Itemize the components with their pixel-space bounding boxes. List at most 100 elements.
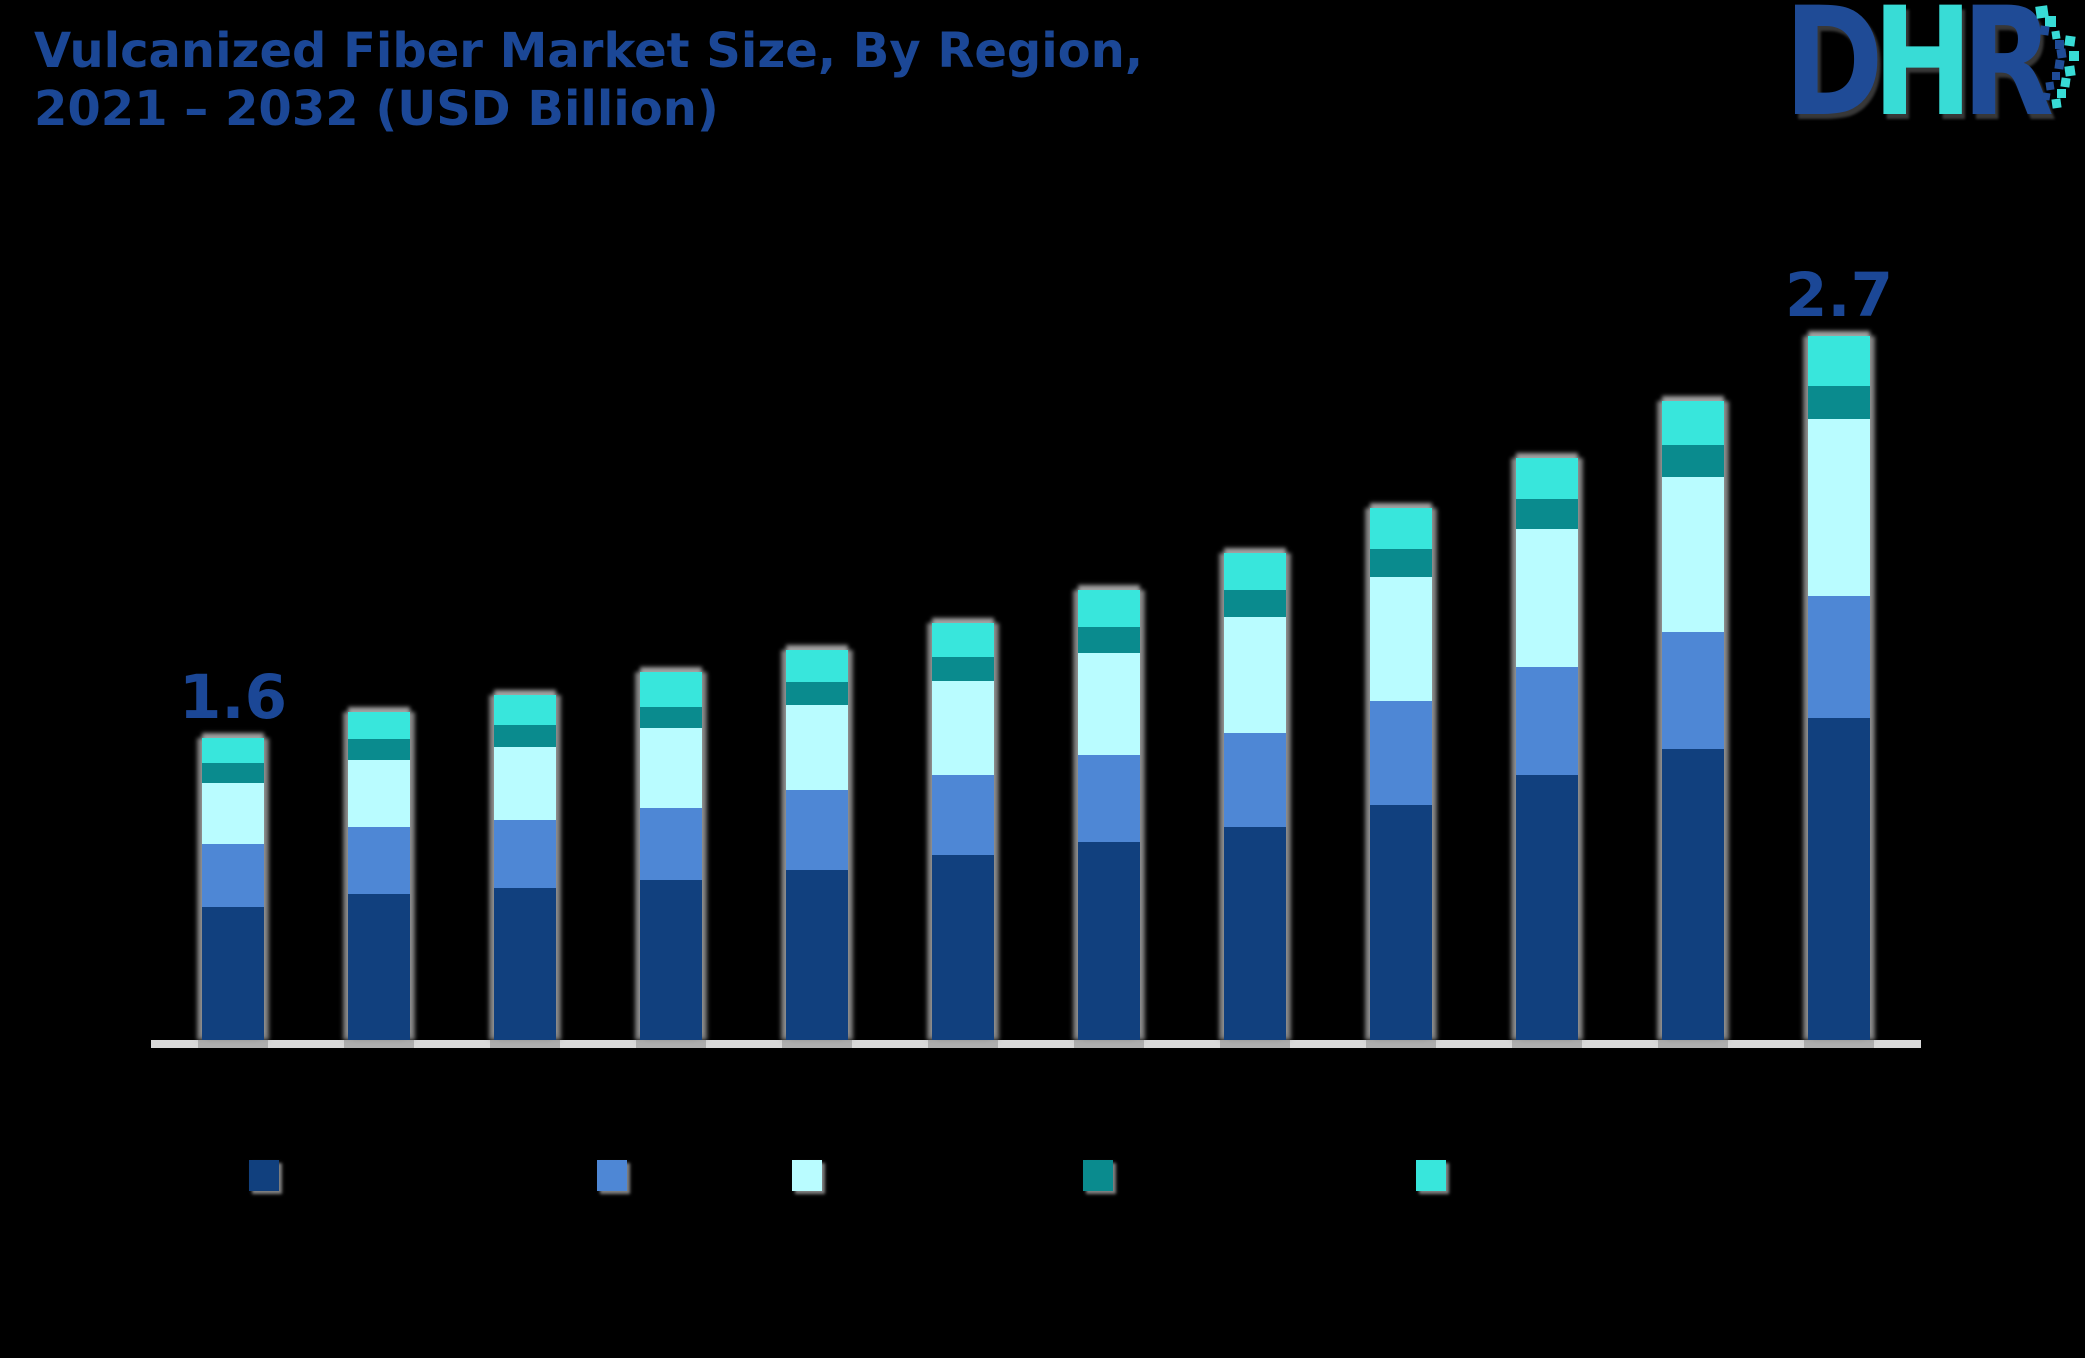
- segment-region-3-pale-cyan-2031: [1662, 477, 1724, 632]
- segment-region-3-pale-cyan-2030: [1516, 529, 1578, 667]
- segment-region-5-turquoise-2023: [494, 695, 556, 725]
- segment-region-2-blue-2021: [202, 844, 264, 907]
- bar-2024: [640, 672, 702, 1040]
- bar-axis-shadow-2028: [1220, 1040, 1290, 1048]
- bar-2027: [1078, 590, 1140, 1040]
- segment-region-1-dark-navy-2027: [1078, 842, 1140, 1040]
- bar-2028: [1224, 553, 1286, 1040]
- bar-2031: [1662, 401, 1724, 1040]
- segment-region-5-turquoise-2026: [932, 623, 994, 657]
- legend-swatch-region-2-blue: [597, 1160, 627, 1191]
- segment-region-1-dark-navy-2026: [932, 855, 994, 1040]
- segment-region-5-turquoise-2028: [1224, 553, 1286, 590]
- bar-axis-shadow-2030: [1512, 1040, 1582, 1048]
- bar-axis-shadow-2025: [782, 1040, 852, 1048]
- segment-region-2-blue-2025: [786, 790, 848, 870]
- segment-region-2-blue-2032: [1808, 596, 1870, 718]
- value-label-2021: 1.6: [178, 662, 288, 733]
- legend-swatch-region-3-pale-cyan: [792, 1160, 822, 1191]
- segment-region-2-blue-2028: [1224, 733, 1286, 827]
- legend-swatch-region-1-dark-navy: [249, 1160, 279, 1191]
- segment-region-2-blue-2024: [640, 808, 702, 880]
- value-label-2032: 2.7: [1784, 260, 1894, 331]
- logo-letter-h: H: [1872, 0, 1972, 150]
- segment-region-5-turquoise-2029: [1370, 508, 1432, 549]
- segment-region-5-turquoise-2030: [1516, 458, 1578, 499]
- bar-axis-shadow-2027: [1074, 1040, 1144, 1048]
- segment-region-1-dark-navy-2025: [786, 870, 848, 1040]
- bar-2030: [1516, 458, 1578, 1040]
- bar-axis-shadow-2021: [198, 1040, 268, 1048]
- segment-region-2-blue-2022: [348, 827, 410, 894]
- bar-2025: [786, 650, 848, 1040]
- segment-region-4-teal-2025: [786, 682, 848, 705]
- segment-region-3-pale-cyan-2023: [494, 747, 556, 820]
- segment-region-1-dark-navy-2022: [348, 894, 410, 1040]
- segment-region-5-turquoise-2021: [202, 738, 264, 763]
- segment-region-4-teal-2021: [202, 763, 264, 783]
- bar-axis-shadow-2026: [928, 1040, 998, 1048]
- chart-title-line-2: 2021 – 2032 (USD Billion): [34, 81, 719, 137]
- x-axis-line: [151, 1040, 1921, 1048]
- brand-logo-letters: DHR: [1784, 0, 2054, 138]
- bar-2029: [1370, 508, 1432, 1040]
- segment-region-5-turquoise-2031: [1662, 401, 1724, 445]
- chart-title-line-1: Vulcanized Fiber Market Size, By Region,: [34, 23, 1144, 79]
- segment-region-1-dark-navy-2023: [494, 888, 556, 1040]
- legend-swatch-region-5-turquoise: [1416, 1160, 1446, 1191]
- segment-region-3-pale-cyan-2021: [202, 783, 264, 844]
- bar-axis-shadow-2031: [1658, 1040, 1728, 1048]
- segment-region-4-teal-2028: [1224, 590, 1286, 617]
- segment-region-3-pale-cyan-2025: [786, 705, 848, 790]
- segment-region-3-pale-cyan-2022: [348, 760, 410, 827]
- bar-axis-shadow-2029: [1366, 1040, 1436, 1048]
- bar-2022: [348, 712, 410, 1040]
- segment-region-5-turquoise-2032: [1808, 336, 1870, 386]
- segment-region-3-pale-cyan-2026: [932, 681, 994, 775]
- brand-logo: DHR: [1782, 0, 2082, 162]
- segment-region-4-teal-2031: [1662, 445, 1724, 477]
- segment-region-4-teal-2027: [1078, 627, 1140, 653]
- segment-region-1-dark-navy-2031: [1662, 749, 1724, 1040]
- logo-spark-icon: [2055, 40, 2064, 49]
- segment-region-1-dark-navy-2032: [1808, 718, 1870, 1040]
- chart-title: Vulcanized Fiber Market Size, By Region,…: [34, 22, 1143, 138]
- segment-region-4-teal-2024: [640, 707, 702, 728]
- bar-axis-shadow-2032: [1804, 1040, 1874, 1048]
- segment-region-5-turquoise-2022: [348, 712, 410, 739]
- segment-region-4-teal-2032: [1808, 386, 1870, 419]
- segment-region-3-pale-cyan-2032: [1808, 419, 1870, 596]
- logo-spark-icon: [2045, 16, 2056, 27]
- segment-region-2-blue-2027: [1078, 755, 1140, 842]
- logo-letter-r: R: [1961, 0, 2054, 150]
- segment-region-4-teal-2026: [932, 657, 994, 681]
- logo-spark-icon: [2069, 51, 2079, 61]
- segment-region-3-pale-cyan-2029: [1370, 577, 1432, 701]
- segment-region-2-blue-2030: [1516, 667, 1578, 775]
- logo-spark-icon: [2052, 72, 2060, 80]
- segment-region-2-blue-2026: [932, 775, 994, 855]
- bar-2032: [1808, 336, 1870, 1040]
- segment-region-3-pale-cyan-2024: [640, 728, 702, 808]
- bar-axis-shadow-2024: [636, 1040, 706, 1048]
- bar-axis-shadow-2023: [490, 1040, 560, 1048]
- segment-region-5-turquoise-2025: [786, 650, 848, 682]
- legend-swatch-region-4-teal: [1083, 1160, 1113, 1191]
- segment-region-4-teal-2022: [348, 739, 410, 760]
- segment-region-2-blue-2031: [1662, 632, 1724, 749]
- segment-region-1-dark-navy-2030: [1516, 775, 1578, 1040]
- segment-region-2-blue-2023: [494, 820, 556, 888]
- segment-region-4-teal-2023: [494, 725, 556, 747]
- segment-region-1-dark-navy-2024: [640, 880, 702, 1040]
- segment-region-2-blue-2029: [1370, 701, 1432, 805]
- segment-region-5-turquoise-2024: [640, 672, 702, 707]
- bar-2023: [494, 695, 556, 1040]
- segment-region-5-turquoise-2027: [1078, 590, 1140, 627]
- logo-letter-d: D: [1784, 0, 1884, 150]
- segment-region-1-dark-navy-2028: [1224, 827, 1286, 1040]
- logo-spark-icon: [2057, 89, 2066, 98]
- segment-region-1-dark-navy-2029: [1370, 805, 1432, 1040]
- segment-region-4-teal-2029: [1370, 549, 1432, 577]
